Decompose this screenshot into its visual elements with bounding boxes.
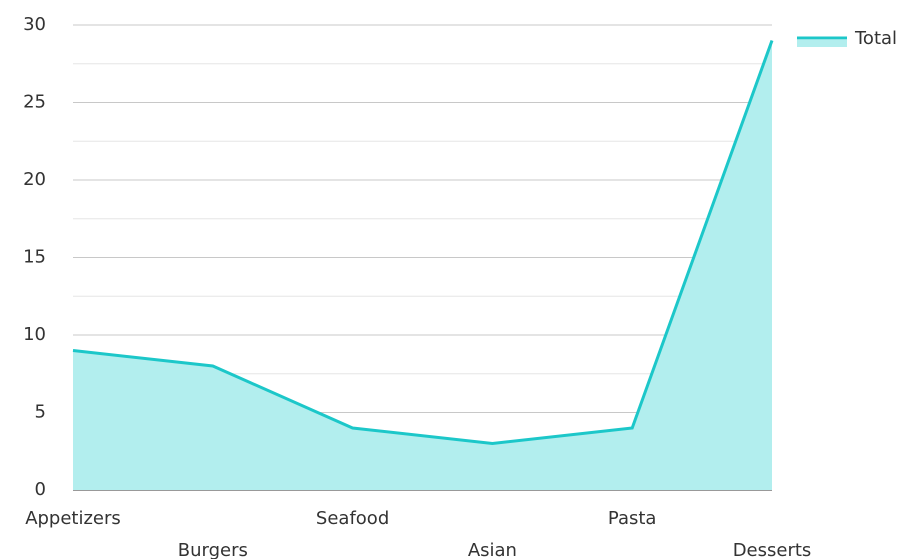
- y-tick-label: 25: [23, 92, 46, 113]
- x-tick-label: Seafood: [316, 508, 389, 529]
- y-tick-label: 10: [23, 324, 46, 345]
- legend-label: Total: [854, 28, 897, 49]
- area-line: [72, 39, 774, 446]
- x-tick-label: Appetizers: [25, 508, 121, 529]
- y-tick-label: 30: [23, 14, 46, 35]
- x-tick-label: Burgers: [178, 540, 248, 559]
- legend-swatch-fill: [797, 40, 847, 47]
- x-tick-label: Desserts: [733, 540, 812, 559]
- y-tick-label: 0: [35, 479, 46, 500]
- y-tick-label: 5: [35, 402, 46, 423]
- y-tick-label: 15: [23, 247, 46, 268]
- y-tick-label: 20: [23, 169, 46, 190]
- area-fill: [73, 40, 772, 490]
- x-tick-label: Asian: [468, 540, 517, 559]
- x-tick-label: Pasta: [608, 508, 657, 529]
